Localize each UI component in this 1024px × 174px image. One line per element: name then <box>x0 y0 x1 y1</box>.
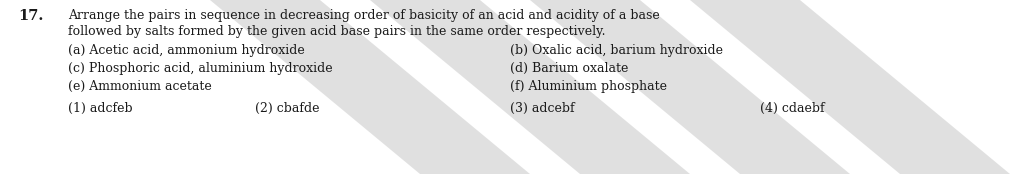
Polygon shape <box>690 0 1010 174</box>
Text: 17.: 17. <box>18 9 43 23</box>
Text: (4) cdaebf: (4) cdaebf <box>760 102 824 115</box>
Text: (a) Acetic acid, ammonium hydroxide: (a) Acetic acid, ammonium hydroxide <box>68 44 305 57</box>
Polygon shape <box>370 0 690 174</box>
Text: followed by salts formed by the given acid base pairs in the same order respecti: followed by salts formed by the given ac… <box>68 25 605 38</box>
Text: (e) Ammonium acetate: (e) Ammonium acetate <box>68 80 212 93</box>
Text: (d) Barium oxalate: (d) Barium oxalate <box>510 62 629 75</box>
Text: (3) adcebf: (3) adcebf <box>510 102 574 115</box>
Text: (2) cbafde: (2) cbafde <box>255 102 319 115</box>
Text: (c) Phosphoric acid, aluminium hydroxide: (c) Phosphoric acid, aluminium hydroxide <box>68 62 333 75</box>
Text: (1) adcfeb: (1) adcfeb <box>68 102 133 115</box>
Text: (b) Oxalic acid, barium hydroxide: (b) Oxalic acid, barium hydroxide <box>510 44 723 57</box>
Text: (f) Aluminium phosphate: (f) Aluminium phosphate <box>510 80 667 93</box>
Text: Arrange the pairs in sequence in decreasing order of basicity of an acid and aci: Arrange the pairs in sequence in decreas… <box>68 9 659 22</box>
Polygon shape <box>530 0 850 174</box>
Polygon shape <box>210 0 530 174</box>
